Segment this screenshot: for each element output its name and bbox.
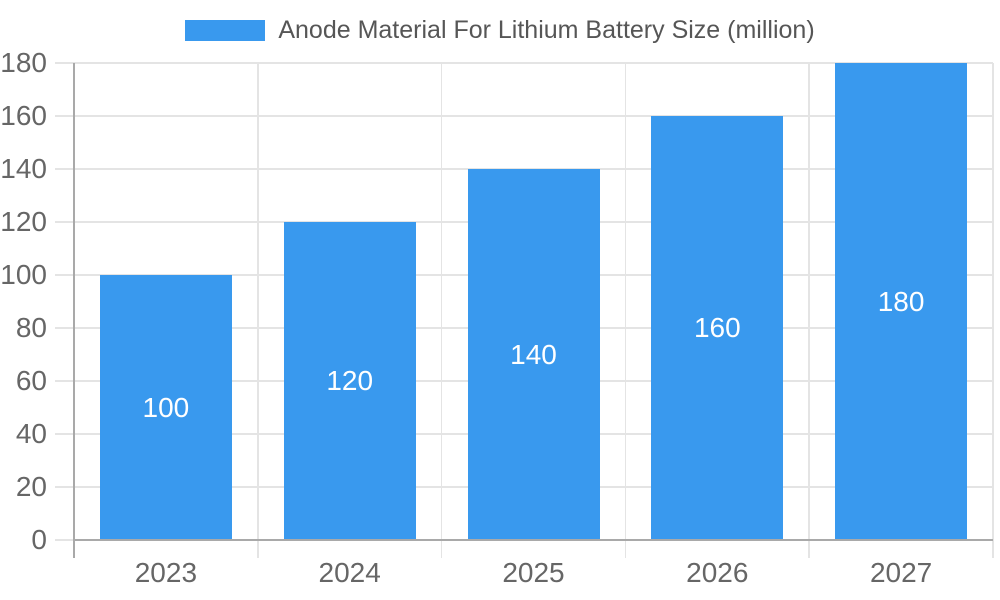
x-boundary-gridline (808, 63, 810, 558)
x-boundary-gridline (992, 63, 994, 558)
x-boundary-gridline (624, 63, 627, 558)
y-gridline (55, 62, 993, 64)
x-boundary-gridline (440, 63, 443, 558)
bar-value-label: 120 (326, 365, 374, 396)
y-axis-tick (55, 539, 74, 541)
y-tick-label: 80 (15, 312, 47, 343)
y-tick-label: 0 (31, 524, 47, 555)
y-axis-line (72, 63, 75, 558)
bar-2024 (283, 222, 416, 540)
y-tick-label: 120 (0, 206, 47, 237)
x-tick-label: 2026 (686, 557, 749, 588)
x-tick-label: 2023 (134, 557, 198, 588)
x-tick-label: 2025 (502, 557, 565, 588)
bar-2023 (99, 275, 232, 540)
y-tick-label: 180 (0, 47, 47, 78)
y-tick-label: 20 (15, 471, 47, 502)
y-tick-label: 40 (15, 418, 47, 449)
bar-2025 (467, 169, 600, 540)
y-tick-label: 60 (15, 365, 47, 396)
x-tick-label: 2027 (869, 557, 933, 588)
y-tick-label: 160 (0, 100, 47, 131)
x-tick-label: 2024 (318, 557, 381, 588)
bar-value-label: 140 (510, 338, 557, 370)
bar-2027 (835, 63, 968, 540)
bar-value-label: 160 (693, 312, 741, 343)
legend-item[interactable]: Anode Material For Lithium Battery Size … (0, 13, 1000, 47)
bar-2026 (651, 116, 784, 540)
legend-label: Anode Material For Lithium Battery Size … (278, 15, 815, 44)
x-boundary-gridline (257, 63, 259, 558)
y-tick-label: 140 (0, 153, 47, 184)
legend-marker-swatch (185, 19, 266, 41)
bar-value-label: 180 (877, 285, 925, 317)
y-gridline (55, 115, 993, 117)
x-axis-line (74, 538, 993, 541)
y-tick-label: 100 (0, 259, 47, 290)
bar-value-label: 100 (142, 391, 190, 423)
